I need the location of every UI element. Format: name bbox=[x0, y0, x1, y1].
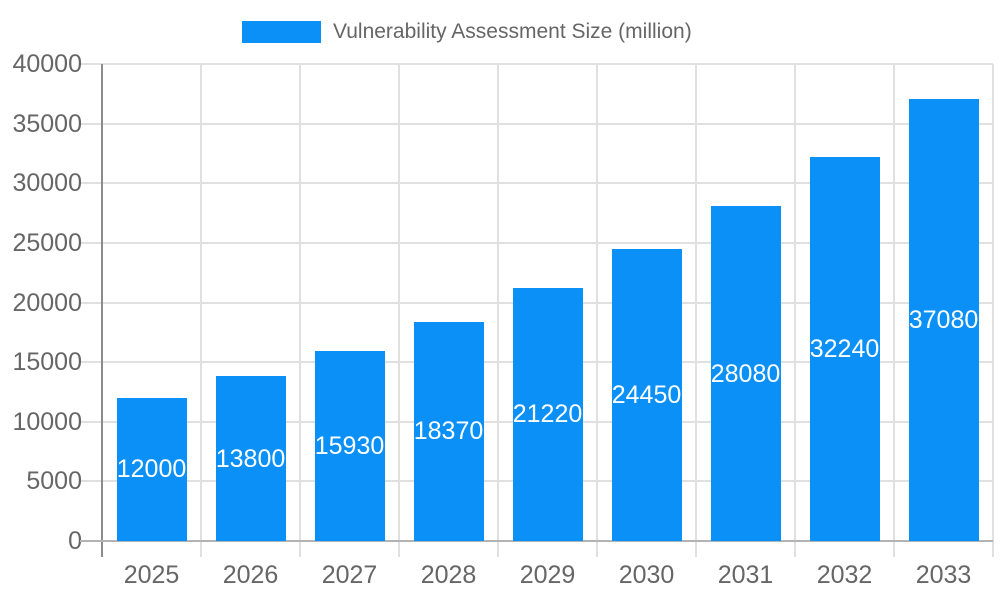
x-tick bbox=[299, 541, 301, 557]
y-axis-label: 25000 bbox=[12, 228, 82, 257]
x-axis-label: 2028 bbox=[420, 561, 477, 589]
x-tick bbox=[200, 541, 202, 557]
y-tick bbox=[80, 420, 102, 423]
bar-value-label: 37080 bbox=[908, 305, 979, 334]
y-tick bbox=[80, 182, 102, 185]
y-tick bbox=[80, 361, 102, 364]
x-gridline bbox=[299, 64, 301, 541]
x-tick bbox=[794, 541, 796, 557]
y-axis-label: 15000 bbox=[12, 348, 82, 377]
x-tick bbox=[497, 541, 499, 557]
bar-value-label: 28080 bbox=[710, 359, 781, 388]
bar[interactable] bbox=[314, 351, 385, 541]
legend: Vulnerability Assessment Size (million) bbox=[242, 21, 692, 43]
y-gridline bbox=[102, 122, 993, 125]
bar[interactable] bbox=[413, 321, 484, 541]
x-gridline bbox=[200, 64, 202, 541]
bar[interactable] bbox=[809, 156, 880, 541]
y-tick bbox=[80, 480, 102, 483]
x-axis-line bbox=[80, 540, 993, 542]
y-axis-label: 10000 bbox=[12, 407, 82, 436]
x-gridline bbox=[398, 64, 400, 541]
bar-value-label: 18370 bbox=[413, 417, 484, 446]
x-axis-label: 2033 bbox=[915, 561, 972, 589]
y-gridline bbox=[102, 241, 993, 244]
x-tick bbox=[596, 541, 598, 557]
x-gridline bbox=[596, 64, 598, 541]
y-axis-label: 35000 bbox=[12, 109, 82, 138]
x-gridline bbox=[992, 64, 994, 541]
y-tick bbox=[80, 241, 102, 244]
x-tick bbox=[893, 541, 895, 557]
x-gridline bbox=[893, 64, 895, 541]
x-axis-label: 2025 bbox=[123, 561, 180, 589]
x-tick bbox=[398, 541, 400, 557]
y-tick bbox=[80, 301, 102, 304]
y-gridline bbox=[102, 63, 993, 65]
y-tick bbox=[80, 122, 102, 125]
x-axis-label: 2029 bbox=[519, 561, 576, 589]
x-gridline bbox=[497, 64, 499, 541]
y-axis-label: 0 bbox=[68, 527, 82, 555]
legend-swatch-icon bbox=[242, 21, 321, 43]
bar-value-label: 24450 bbox=[611, 381, 682, 410]
x-gridline bbox=[695, 64, 697, 541]
y-gridline bbox=[102, 182, 993, 185]
bar-value-label: 12000 bbox=[116, 455, 187, 484]
bar[interactable] bbox=[908, 98, 979, 541]
x-axis-label: 2030 bbox=[618, 561, 675, 589]
bar[interactable] bbox=[116, 397, 187, 541]
bar-value-label: 32240 bbox=[809, 334, 880, 363]
bar[interactable] bbox=[611, 249, 682, 541]
x-axis-label: 2026 bbox=[222, 561, 279, 589]
y-axis-label: 40000 bbox=[12, 50, 82, 78]
x-axis-label: 2031 bbox=[717, 561, 774, 589]
bar[interactable] bbox=[512, 287, 583, 541]
x-axis-label: 2032 bbox=[816, 561, 873, 589]
y-axis-label: 5000 bbox=[26, 467, 82, 496]
x-gridline bbox=[794, 64, 796, 541]
y-axis-label: 20000 bbox=[12, 288, 82, 317]
y-axis-line bbox=[101, 64, 103, 557]
legend-label: Vulnerability Assessment Size (million) bbox=[333, 20, 692, 43]
bar-value-label: 21220 bbox=[512, 400, 583, 429]
x-axis-label: 2027 bbox=[321, 561, 378, 589]
bar-value-label: 15930 bbox=[314, 432, 385, 461]
bar[interactable] bbox=[710, 206, 781, 541]
y-axis-label: 30000 bbox=[12, 169, 82, 198]
bar[interactable] bbox=[215, 376, 286, 541]
bar-value-label: 13800 bbox=[215, 444, 286, 473]
y-tick bbox=[80, 63, 102, 65]
x-tick bbox=[695, 541, 697, 557]
x-tick bbox=[992, 541, 994, 557]
